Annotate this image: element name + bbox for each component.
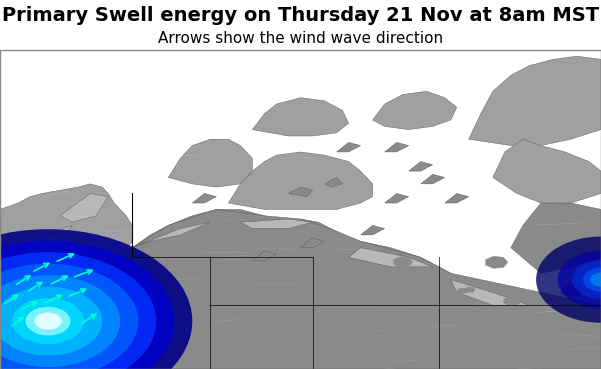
Polygon shape (445, 193, 469, 203)
Polygon shape (382, 361, 398, 369)
Polygon shape (192, 193, 216, 203)
Polygon shape (554, 346, 575, 357)
Ellipse shape (536, 237, 601, 323)
Polygon shape (300, 238, 325, 248)
Ellipse shape (0, 287, 102, 356)
Polygon shape (0, 273, 90, 337)
Polygon shape (458, 304, 464, 307)
Polygon shape (469, 56, 601, 146)
Polygon shape (385, 193, 409, 203)
Ellipse shape (0, 252, 156, 369)
Polygon shape (364, 351, 376, 357)
Text: Primary Swell energy on Thursday 21 Nov at 8am MST: Primary Swell energy on Thursday 21 Nov … (2, 6, 599, 25)
Polygon shape (108, 210, 601, 369)
Polygon shape (108, 210, 601, 369)
Polygon shape (18, 225, 72, 257)
Polygon shape (465, 287, 475, 293)
Polygon shape (325, 177, 343, 187)
Ellipse shape (34, 313, 62, 330)
Polygon shape (252, 251, 276, 261)
Polygon shape (457, 288, 468, 294)
Polygon shape (511, 203, 601, 273)
Polygon shape (252, 98, 349, 136)
Polygon shape (349, 248, 433, 267)
Ellipse shape (12, 298, 84, 344)
Polygon shape (451, 280, 529, 305)
Ellipse shape (25, 307, 71, 335)
Polygon shape (385, 142, 409, 152)
Polygon shape (374, 287, 387, 294)
Polygon shape (365, 350, 374, 355)
Ellipse shape (0, 229, 192, 369)
Polygon shape (394, 257, 413, 267)
Ellipse shape (0, 275, 120, 367)
Polygon shape (467, 335, 483, 344)
Polygon shape (0, 184, 132, 337)
Ellipse shape (572, 261, 601, 299)
Polygon shape (373, 91, 457, 130)
Polygon shape (421, 174, 445, 184)
Polygon shape (132, 222, 210, 248)
Ellipse shape (590, 272, 601, 287)
Polygon shape (562, 284, 585, 297)
Polygon shape (504, 296, 521, 306)
Ellipse shape (0, 241, 174, 369)
Polygon shape (534, 363, 543, 369)
Polygon shape (417, 267, 439, 279)
Polygon shape (337, 142, 361, 152)
Polygon shape (575, 305, 586, 310)
Polygon shape (60, 193, 108, 222)
Polygon shape (401, 307, 410, 312)
Polygon shape (361, 225, 385, 235)
Polygon shape (288, 187, 313, 197)
Polygon shape (409, 162, 433, 171)
Polygon shape (240, 219, 313, 228)
Polygon shape (228, 152, 373, 210)
Polygon shape (486, 256, 508, 268)
Text: Arrows show the wind wave direction: Arrows show the wind wave direction (158, 31, 443, 46)
Ellipse shape (0, 264, 138, 369)
Ellipse shape (558, 251, 601, 308)
Polygon shape (493, 139, 601, 203)
Ellipse shape (583, 268, 601, 292)
Polygon shape (168, 139, 252, 187)
Polygon shape (517, 362, 534, 369)
Polygon shape (486, 305, 501, 313)
Polygon shape (365, 288, 376, 293)
